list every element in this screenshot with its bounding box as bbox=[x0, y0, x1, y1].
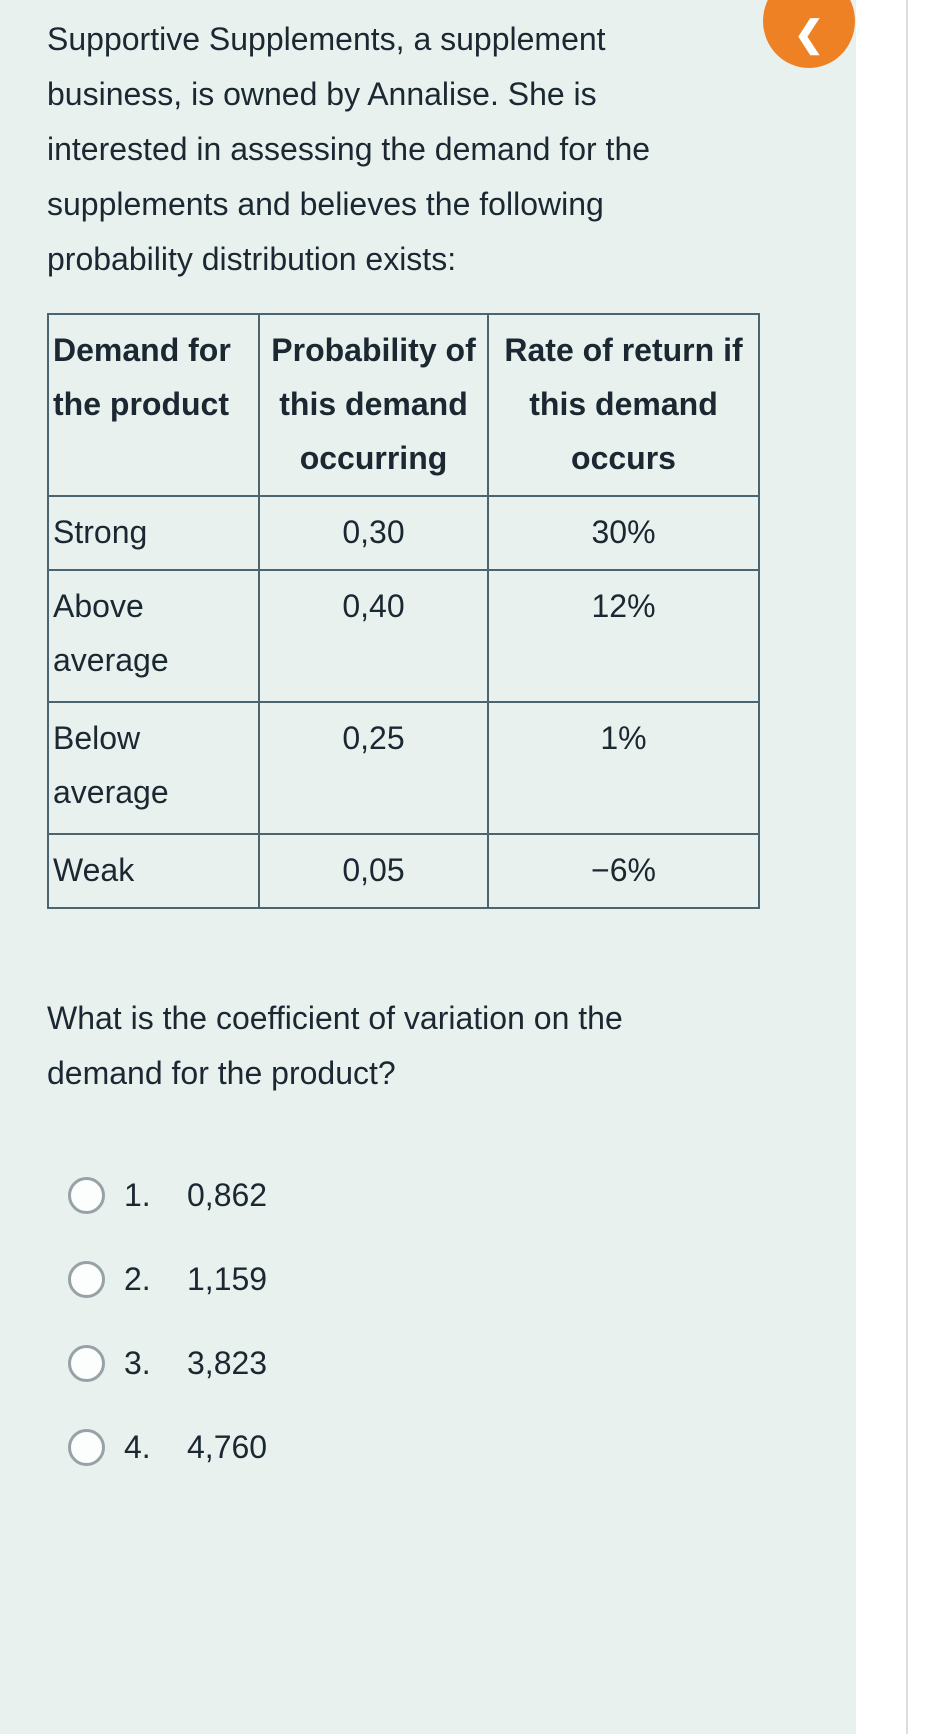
radio-button[interactable] bbox=[68, 1428, 105, 1466]
back-button[interactable]: ❮ bbox=[763, 0, 855, 68]
cell-probability: 0,05 bbox=[258, 833, 489, 909]
option-value: 1,159 bbox=[187, 1260, 268, 1297]
question-panel: Supportive Supplements, a supplement bus… bbox=[0, 0, 856, 1734]
answer-option-1[interactable]: 1. 0,862 bbox=[68, 1173, 808, 1217]
option-value: 4,760 bbox=[187, 1428, 268, 1465]
cell-probability: 0,40 bbox=[258, 569, 489, 703]
answer-option-2[interactable]: 2. 1,159 bbox=[68, 1257, 808, 1301]
col-header-return: Rate of return if this demand occurs bbox=[487, 313, 760, 497]
answer-option-4[interactable]: 4. 4,760 bbox=[68, 1425, 808, 1469]
table-header-row: Demand for the product Probability of th… bbox=[47, 313, 760, 497]
option-number: 2. bbox=[124, 1260, 151, 1297]
cell-return: 1% bbox=[487, 701, 760, 835]
option-value: 3,823 bbox=[187, 1344, 268, 1381]
option-number: 1. bbox=[124, 1176, 151, 1213]
col-header-demand: Demand for the product bbox=[47, 313, 260, 497]
cell-demand: Below average bbox=[47, 701, 260, 835]
question-intro: Supportive Supplements, a supplement bus… bbox=[47, 21, 651, 277]
probability-table: Demand for the product Probability of th… bbox=[47, 313, 760, 909]
right-rail bbox=[856, 0, 944, 1734]
cell-return: 30% bbox=[487, 495, 760, 571]
radio-button[interactable] bbox=[68, 1344, 105, 1382]
cell-demand: Weak bbox=[47, 833, 260, 909]
cell-demand: Above average bbox=[47, 569, 260, 703]
cell-demand: Strong bbox=[47, 495, 260, 571]
answer-option-3[interactable]: 3. 3,823 bbox=[68, 1341, 808, 1385]
cell-probability: 0,30 bbox=[258, 495, 489, 571]
col-header-probability: Probability of this demand occurring bbox=[258, 313, 489, 497]
cell-return: 12% bbox=[487, 569, 760, 703]
option-number: 4. bbox=[124, 1428, 151, 1465]
radio-button[interactable] bbox=[68, 1176, 105, 1214]
radio-button[interactable] bbox=[68, 1260, 105, 1298]
table-row: Weak 0,05 −6% bbox=[47, 833, 760, 909]
rail-divider bbox=[906, 0, 908, 1734]
option-number: 3. bbox=[124, 1344, 151, 1381]
answer-options: 1. 0,862 2. 1,159 3. 3,823 4. 4,760 bbox=[47, 1173, 808, 1469]
table-row: Below average 0,25 1% bbox=[47, 701, 760, 835]
cell-return: −6% bbox=[487, 833, 760, 909]
chevron-left-icon: ❮ bbox=[793, 13, 825, 54]
question-prompt: What is the coefficient of variation on … bbox=[47, 1000, 623, 1091]
table-row: Above average 0,40 12% bbox=[47, 569, 760, 703]
option-value: 0,862 bbox=[187, 1176, 268, 1213]
table-row: Strong 0,30 30% bbox=[47, 495, 760, 571]
cell-probability: 0,25 bbox=[258, 701, 489, 835]
